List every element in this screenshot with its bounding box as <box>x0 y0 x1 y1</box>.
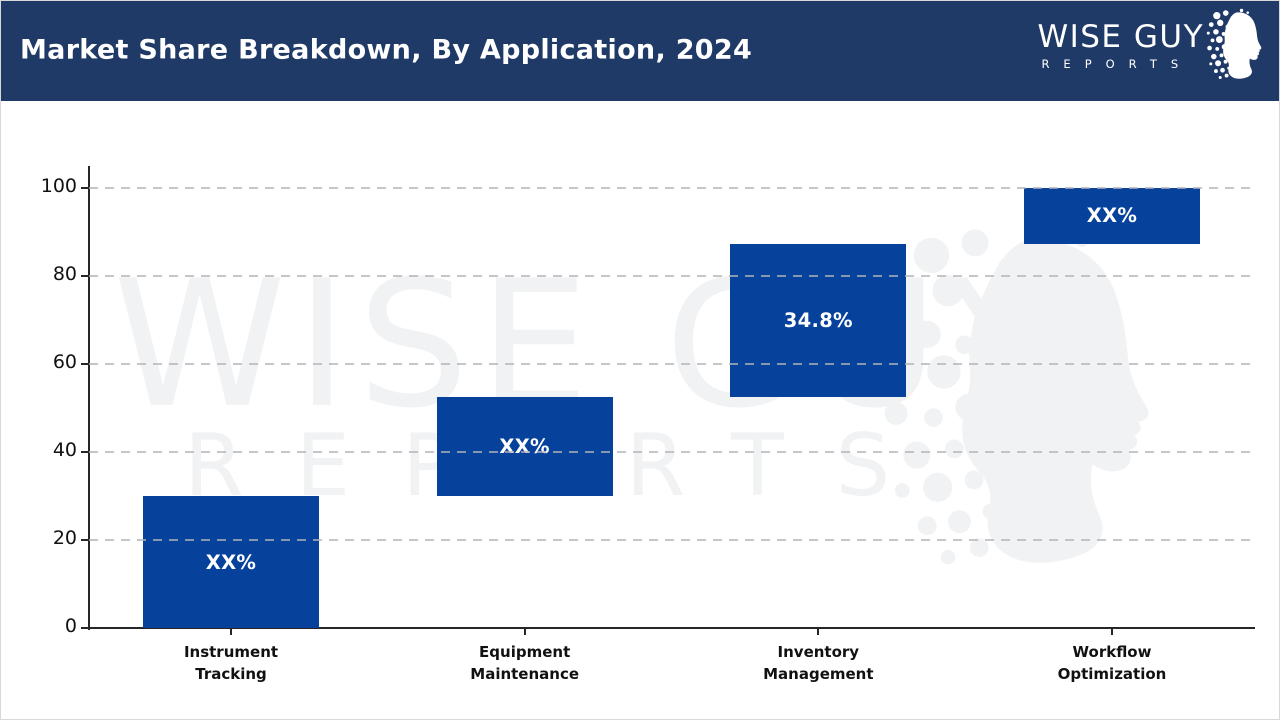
logo-subtitle: REPORTS <box>1041 56 1193 71</box>
logo-face-icon <box>1206 8 1262 79</box>
bar-inventory-management: 34.8% <box>730 243 907 397</box>
y-tick-mark-0 <box>81 627 89 629</box>
bar-value-label-workflow-optimization: XX% <box>1086 204 1138 228</box>
bar-instrument-tracking: XX% <box>143 496 319 628</box>
gridline-80 <box>89 275 1255 277</box>
bar-value-label-equipment-maintenance: XX% <box>499 435 550 458</box>
header-bar: Market Share Breakdown, By Application, … <box>1 1 1279 101</box>
y-tick-mark-80 <box>81 275 89 277</box>
y-tick-label-40: 40 <box>52 439 77 461</box>
gridline-100 <box>89 187 1255 189</box>
y-tick-label-80: 80 <box>52 263 77 285</box>
page-title: Market Share Breakdown, By Application, … <box>20 34 753 66</box>
category-label-equipment-maintenance: Equipment Maintenance <box>470 643 580 683</box>
y-tick-mark-20 <box>81 539 89 541</box>
y-tick-label-20: 20 <box>52 527 77 549</box>
gridline-20 <box>89 539 1255 541</box>
gridline-40 <box>89 451 1255 453</box>
bar-workflow-optimization: XX% <box>1024 188 1200 244</box>
category-label-instrument-tracking: Instrument Tracking <box>183 643 279 683</box>
x-axis-line <box>88 627 1255 629</box>
logo-wordmark: WISE GUY <box>1037 19 1204 56</box>
bar-value-label-inventory-management: 34.8% <box>783 308 853 332</box>
y-tick-label-0: 0 <box>64 615 77 637</box>
x-tick-mark-workflow-optimization <box>1111 629 1113 635</box>
logo: WISE GUY REPORTS <box>1037 7 1268 84</box>
plot: 0 20 40 60 80 100 XX% Instrument Tracking XX% Equ… <box>1 102 1279 719</box>
y-tick-mark-40 <box>81 451 89 453</box>
x-tick-mark-equipment-maintenance <box>523 629 526 635</box>
y-tick-mark-60 <box>81 363 89 365</box>
y-tick-label-60: 60 <box>52 351 77 373</box>
x-tick-mark-instrument-tracking <box>230 629 232 635</box>
bar-value-label-instrument-tracking: XX% <box>205 550 257 574</box>
y-tick-mark-100 <box>81 187 89 189</box>
y-axis-line <box>88 166 90 630</box>
bar-equipment-maintenance: XX% <box>436 397 613 496</box>
category-label-workflow-optimization: Workflow Optimization <box>1057 643 1167 683</box>
x-tick-mark-inventory-management <box>817 629 820 635</box>
gridline-60 <box>89 363 1255 365</box>
category-label-inventory-management: Inventory Management <box>763 643 874 683</box>
logo-text: WISE GUY REPORTS <box>1037 20 1204 71</box>
y-tick-label-100: 100 <box>40 175 77 197</box>
